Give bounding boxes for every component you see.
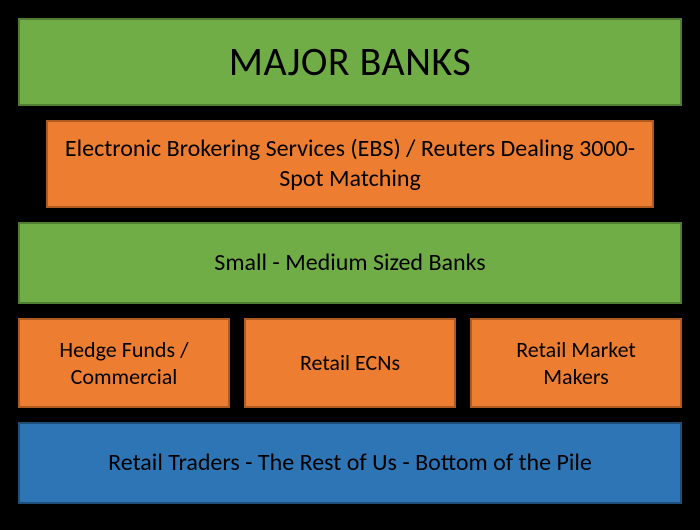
tier-small-medium-banks: Small - Medium Sized Banks	[18, 222, 682, 304]
tier-ebs-reuters: Electronic Brokering Services (EBS) / Re…	[46, 120, 654, 208]
tier-retail-traders: Retail Traders - The Rest of Us - Bottom…	[18, 422, 682, 504]
tier-retail-ecns: Retail ECNs	[244, 318, 456, 408]
tier-row-4: Hedge Funds / Commercial Retail ECNs Ret…	[18, 318, 682, 408]
tier-hedge-funds: Hedge Funds / Commercial	[18, 318, 230, 408]
tier-major-banks: MAJOR BANKS	[18, 18, 682, 106]
tier-retail-market-makers: Retail Market Makers	[470, 318, 682, 408]
